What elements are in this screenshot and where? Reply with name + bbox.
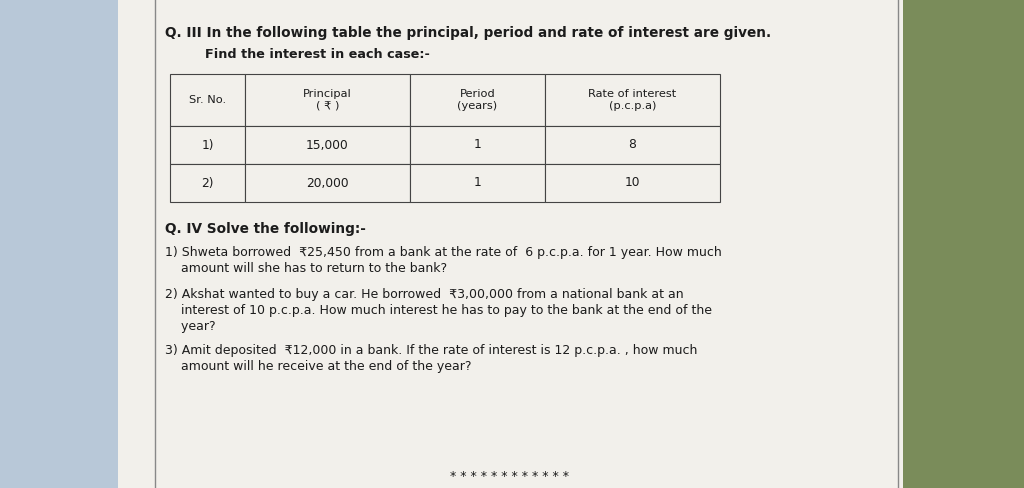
Text: 1: 1: [474, 177, 481, 189]
Text: Period
(years): Period (years): [458, 89, 498, 111]
Bar: [170, 74, 245, 126]
Bar: [118, 0, 903, 488]
Bar: [545, 164, 720, 202]
Text: 20,000: 20,000: [306, 177, 349, 189]
Text: 15,000: 15,000: [306, 139, 349, 151]
Bar: [245, 164, 410, 202]
Text: Q. III In the following table the principal, period and rate of interest are giv: Q. III In the following table the princi…: [165, 26, 771, 40]
Text: 3) Amit deposited  ₹12,000 in a bank. If the rate of interest is 12 p.c.p.a. , h: 3) Amit deposited ₹12,000 in a bank. If …: [165, 344, 697, 357]
Text: amount will she has to return to the bank?: amount will she has to return to the ban…: [165, 262, 447, 275]
Text: 8: 8: [629, 139, 637, 151]
Text: Principal
( ₹ ): Principal ( ₹ ): [303, 89, 352, 111]
Bar: [545, 126, 720, 164]
Text: interest of 10 p.c.p.a. How much interest he has to pay to the bank at the end o: interest of 10 p.c.p.a. How much interes…: [165, 304, 712, 317]
Bar: [410, 126, 545, 164]
Text: Q. IV Solve the following:-: Q. IV Solve the following:-: [165, 222, 366, 236]
Bar: [0, 0, 118, 488]
Text: Sr. No.: Sr. No.: [189, 95, 226, 105]
Bar: [245, 74, 410, 126]
Bar: [170, 164, 245, 202]
Text: amount will he receive at the end of the year?: amount will he receive at the end of the…: [165, 360, 471, 373]
Text: year?: year?: [165, 320, 216, 333]
Text: Rate of interest
(p.c.p.a): Rate of interest (p.c.p.a): [589, 89, 677, 111]
Text: 10: 10: [625, 177, 640, 189]
Text: 2) Akshat wanted to buy a car. He borrowed  ₹3,00,000 from a national bank at an: 2) Akshat wanted to buy a car. He borrow…: [165, 288, 684, 301]
Text: * * * * * * * * * * * *: * * * * * * * * * * * *: [450, 470, 568, 483]
Bar: [900, 0, 1024, 488]
Text: 1): 1): [202, 139, 214, 151]
Bar: [245, 126, 410, 164]
Text: 1) Shweta borrowed  ₹25,450 from a bank at the rate of  6 p.c.p.a. for 1 year. H: 1) Shweta borrowed ₹25,450 from a bank a…: [165, 246, 722, 259]
Bar: [545, 74, 720, 126]
Text: 2): 2): [202, 177, 214, 189]
Bar: [410, 164, 545, 202]
Bar: [410, 74, 545, 126]
Text: 1: 1: [474, 139, 481, 151]
Text: Find the interest in each case:-: Find the interest in each case:-: [205, 48, 430, 61]
Bar: [170, 126, 245, 164]
